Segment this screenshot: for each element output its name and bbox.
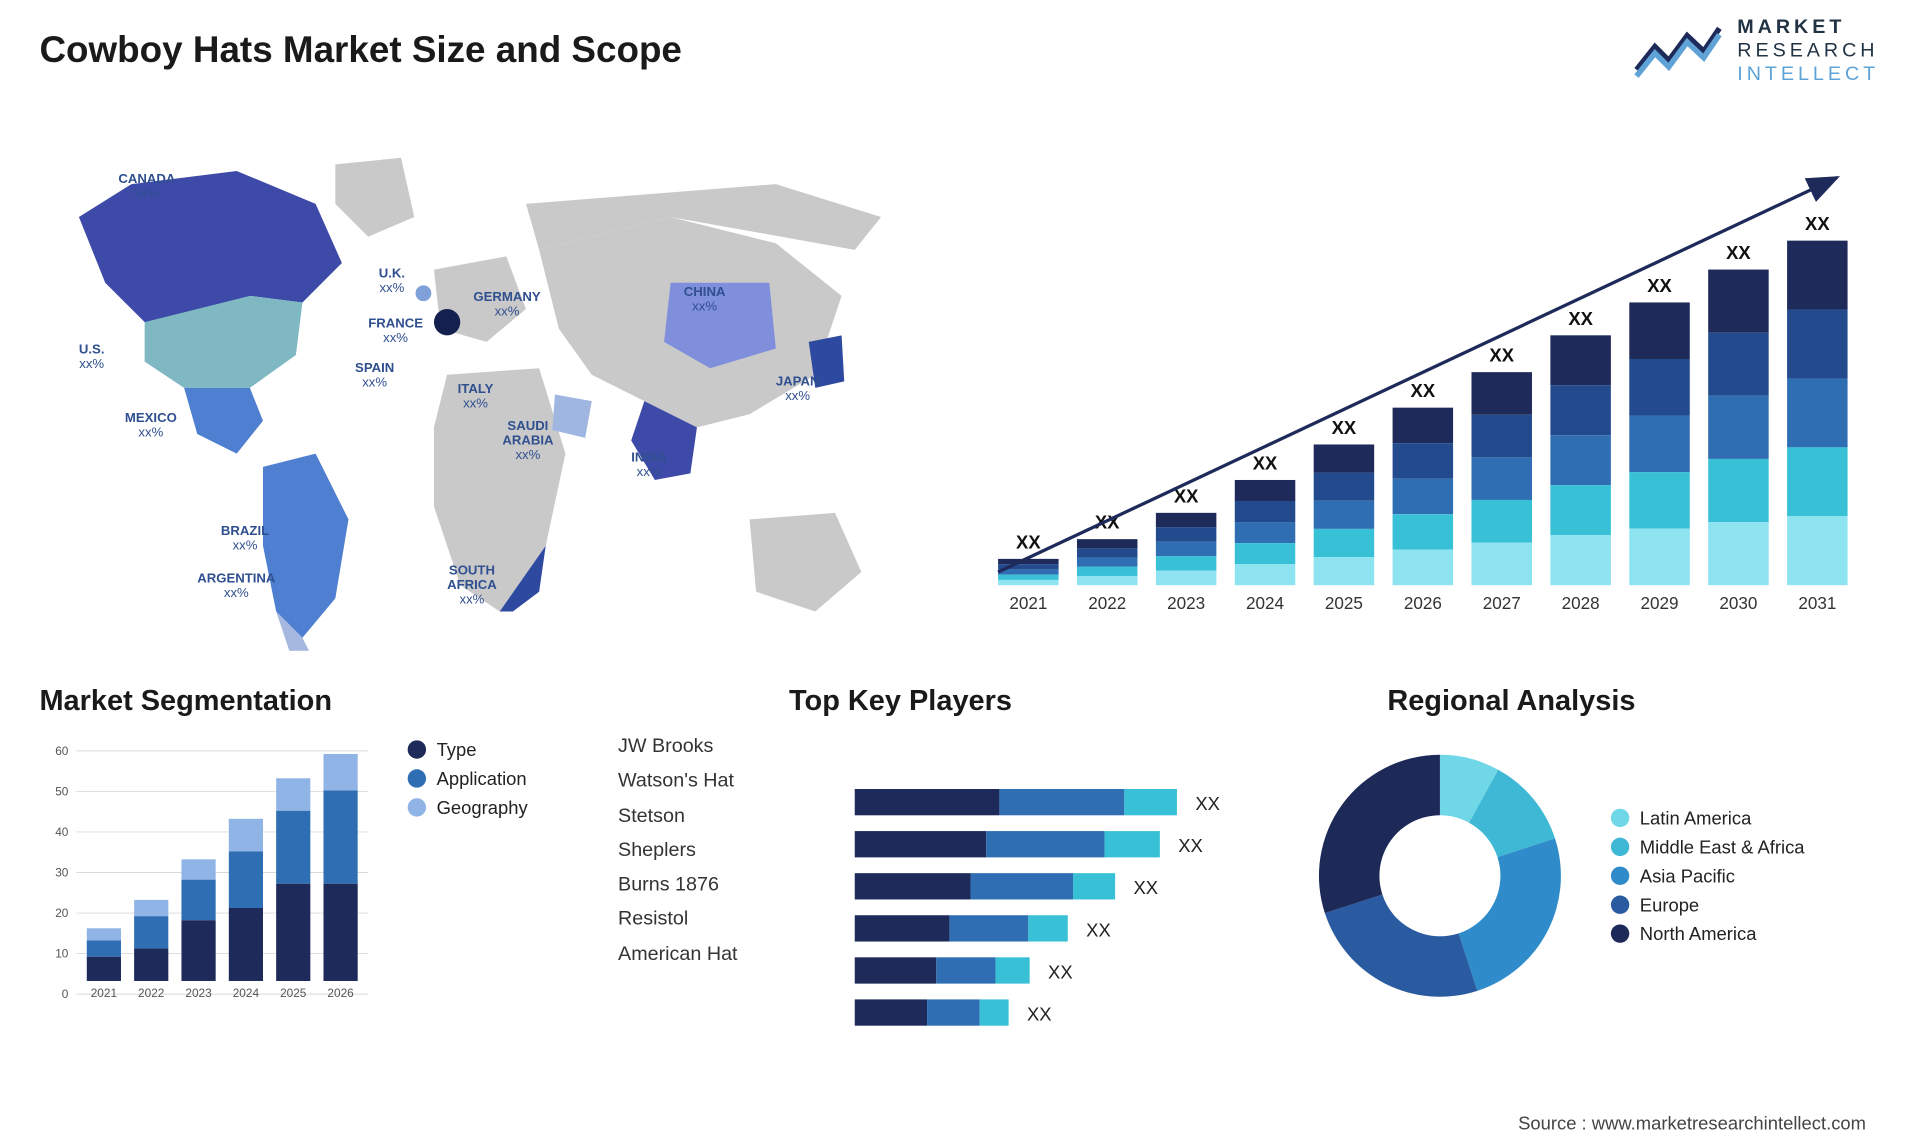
regional-legend-item: Europe (1611, 894, 1805, 915)
growth-chart: 2021 XX 2022 XX 2023 XX 2024 XX 2025 XX 2026 XX 2027… (985, 138, 1853, 625)
svg-text:60: 60 (55, 744, 69, 758)
key-player-name: Watson's Hat (618, 764, 738, 799)
map-label: U.K.xx% (379, 267, 405, 296)
svg-text:0: 0 (62, 987, 69, 1001)
logo-line3: INTELLECT (1737, 63, 1879, 87)
svg-text:2025: 2025 (1325, 594, 1363, 613)
svg-text:2024: 2024 (233, 986, 260, 1000)
svg-text:2026: 2026 (1404, 594, 1442, 613)
svg-text:2022: 2022 (1088, 594, 1126, 613)
svg-text:40: 40 (55, 825, 69, 839)
svg-text:2023: 2023 (1167, 594, 1205, 613)
logo-line2: RESEARCH (1737, 39, 1879, 63)
map-label: MEXICOxx% (125, 412, 177, 441)
svg-text:XX: XX (1568, 308, 1593, 329)
svg-text:2030: 2030 (1719, 594, 1757, 613)
map-label: U.S.xx% (79, 343, 105, 372)
svg-text:2021: 2021 (91, 986, 117, 1000)
svg-text:10: 10 (55, 947, 69, 961)
logo-icon (1632, 18, 1724, 84)
svg-text:XX: XX (1332, 417, 1357, 438)
key-players-list: JW BrooksWatson's HatStetsonSheplersBurn… (618, 730, 738, 972)
segmentation-section: Market Segmentation 0 10 20 30 40 50 60 2021 202… (39, 684, 591, 1021)
regional-donut (1308, 731, 1584, 1020)
svg-text:2023: 2023 (185, 986, 212, 1000)
svg-text:XX: XX (1253, 452, 1278, 473)
key-player-name: Sheplers (618, 833, 738, 868)
source-text: Source : www.marketresearchintellect.com (1518, 1112, 1866, 1133)
key-player-name: JW Brooks (618, 730, 738, 765)
map-label: BRAZILxx% (221, 525, 269, 554)
svg-text:2025: 2025 (280, 986, 307, 1000)
regional-legend-item: North America (1611, 923, 1805, 944)
key-player-name: Burns 1876 (618, 868, 738, 903)
svg-text:2031: 2031 (1798, 594, 1836, 613)
svg-text:XX: XX (1016, 531, 1041, 552)
key-player-name: Stetson (618, 799, 738, 834)
world-map: CANADAxx% U.S.xx% MEXICOxx% BRAZILxx% ARGENT… (39, 125, 920, 651)
brand-logo: MARKET RESEARCH INTELLECT (1632, 16, 1879, 87)
svg-text:XX: XX (1411, 380, 1436, 401)
regional-section: Regional Analysis Latin America Middle Ea… (1308, 684, 1873, 1021)
map-label: INDIAxx% (631, 451, 667, 480)
svg-text:XX: XX (1195, 793, 1220, 814)
svg-text:2028: 2028 (1562, 594, 1600, 613)
segmentation-legend: Type Application Geography (408, 731, 528, 826)
regional-legend-item: Asia Pacific (1611, 865, 1805, 886)
svg-text:2021: 2021 (1009, 594, 1047, 613)
svg-text:XX: XX (1805, 213, 1830, 234)
svg-text:20: 20 (55, 906, 69, 920)
map-label: SAUDIARABIAxx% (502, 419, 553, 462)
svg-text:XX: XX (1726, 242, 1751, 263)
svg-text:2026: 2026 (327, 986, 354, 1000)
segmentation-chart: 0 10 20 30 40 50 60 2021 2022 2023 2024 2025 2026 (39, 731, 381, 1020)
logo-line1: MARKET (1737, 16, 1879, 40)
svg-text:XX: XX (1086, 919, 1111, 940)
page-title: Cowboy Hats Market Size and Scope (39, 29, 681, 71)
seg-legend-item: Type (408, 739, 528, 760)
key-players-title: Top Key Players (789, 684, 1276, 718)
svg-text:XX: XX (1178, 835, 1203, 856)
svg-text:XX: XX (1134, 877, 1159, 898)
svg-text:XX: XX (1048, 961, 1073, 982)
svg-text:2024: 2024 (1246, 594, 1284, 613)
seg-legend-item: Application (408, 768, 528, 789)
svg-text:2027: 2027 (1483, 594, 1521, 613)
regional-legend: Latin America Middle East & Africa Asia Pa… (1611, 800, 1805, 953)
map-label: SOUTHAFRICAxx% (447, 564, 497, 607)
seg-title: Market Segmentation (39, 684, 591, 718)
svg-text:50: 50 (55, 784, 69, 798)
svg-text:XX: XX (1489, 345, 1514, 366)
svg-text:XX: XX (1027, 1003, 1052, 1024)
regional-legend-item: Latin America (1611, 807, 1805, 828)
map-label: GERMANYxx% (473, 291, 540, 320)
map-label: SPAINxx% (355, 362, 394, 391)
regional-legend-item: Middle East & Africa (1611, 836, 1805, 857)
key-player-name: American Hat (618, 937, 738, 972)
svg-text:XX: XX (1647, 275, 1672, 296)
map-label: ITALYxx% (458, 383, 494, 412)
map-label: CHINAxx% (684, 285, 726, 314)
regional-title: Regional Analysis (1387, 684, 1874, 718)
map-label: ARGENTINAxx% (197, 572, 275, 601)
map-label: FRANCExx% (368, 317, 423, 346)
seg-legend-item: Geography (408, 797, 528, 818)
svg-text:2022: 2022 (138, 986, 164, 1000)
map-label: CANADAxx% (118, 172, 175, 201)
svg-text:30: 30 (55, 865, 69, 879)
svg-text:2029: 2029 (1641, 594, 1679, 613)
key-player-name: Resistol (618, 902, 738, 937)
map-label: JAPANxx% (776, 375, 820, 404)
